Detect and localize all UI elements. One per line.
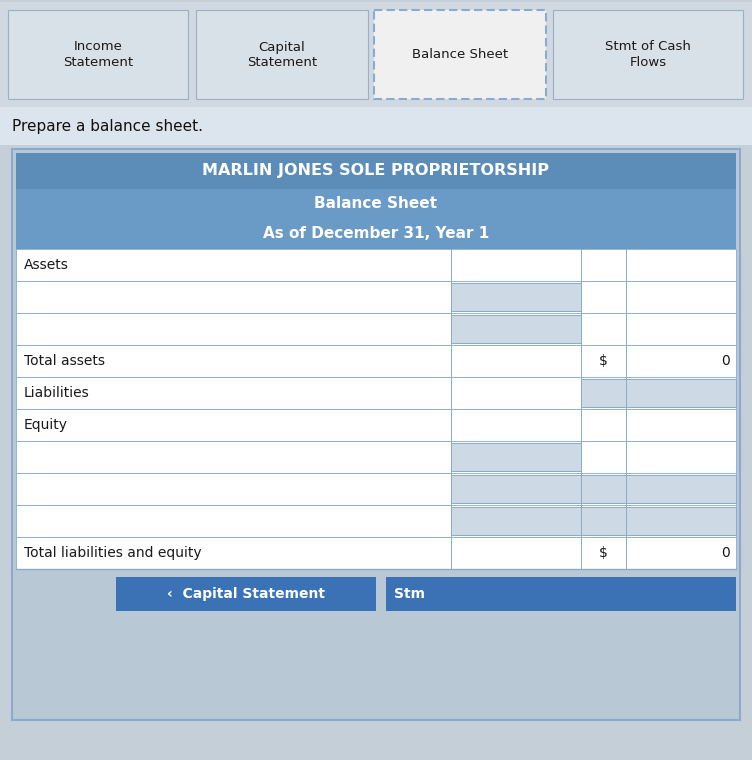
Text: Balance Sheet: Balance Sheet [412, 48, 508, 61]
Bar [451, 475, 581, 503]
Bar [0, 107, 752, 145]
Text: Total liabilities and equity: Total liabilities and equity [24, 546, 202, 560]
Text: 0: 0 [721, 354, 730, 368]
Text: $: $ [599, 354, 608, 368]
Text: MARLIN JONES SOLE PROPRIETORSHIP: MARLIN JONES SOLE PROPRIETORSHIP [202, 163, 550, 179]
Text: Stm: Stm [394, 587, 425, 601]
Text: Liabilities: Liabilities [24, 386, 89, 400]
Bar [0, 2, 752, 107]
Text: Balance Sheet: Balance Sheet [314, 197, 438, 211]
Bar [16, 441, 736, 473]
Bar [451, 315, 581, 343]
Bar [386, 577, 736, 611]
Bar [12, 149, 740, 720]
Bar [16, 505, 736, 537]
Bar [451, 283, 581, 311]
Bar [16, 281, 736, 313]
Bar [16, 219, 736, 249]
Text: Assets: Assets [24, 258, 69, 272]
Bar [451, 507, 581, 535]
Bar [16, 189, 736, 219]
Bar [16, 409, 736, 441]
Text: Stmt of Cash
Flows: Stmt of Cash Flows [605, 40, 691, 68]
Bar [196, 10, 368, 99]
Bar [553, 10, 743, 99]
Bar [116, 577, 376, 611]
Bar [16, 249, 736, 281]
Bar [581, 379, 736, 407]
Bar [16, 473, 736, 505]
Bar [16, 153, 736, 189]
Bar [16, 537, 736, 569]
Text: $: $ [599, 546, 608, 560]
Bar [16, 345, 736, 377]
Text: Total assets: Total assets [24, 354, 105, 368]
Text: Prepare a balance sheet.: Prepare a balance sheet. [12, 119, 203, 134]
Text: As of December 31, Year 1: As of December 31, Year 1 [263, 226, 489, 242]
Text: 0: 0 [721, 546, 730, 560]
Text: ‹  Capital Statement: ‹ Capital Statement [167, 587, 325, 601]
Bar [374, 10, 546, 99]
Bar [16, 313, 736, 345]
Text: Equity: Equity [24, 418, 68, 432]
Bar [8, 10, 188, 99]
Text: Capital
Statement: Capital Statement [247, 40, 317, 68]
Text: Income
Statement: Income Statement [63, 40, 133, 68]
Bar [581, 475, 736, 503]
Bar [16, 377, 736, 409]
Bar [581, 507, 736, 535]
Bar [451, 443, 581, 471]
